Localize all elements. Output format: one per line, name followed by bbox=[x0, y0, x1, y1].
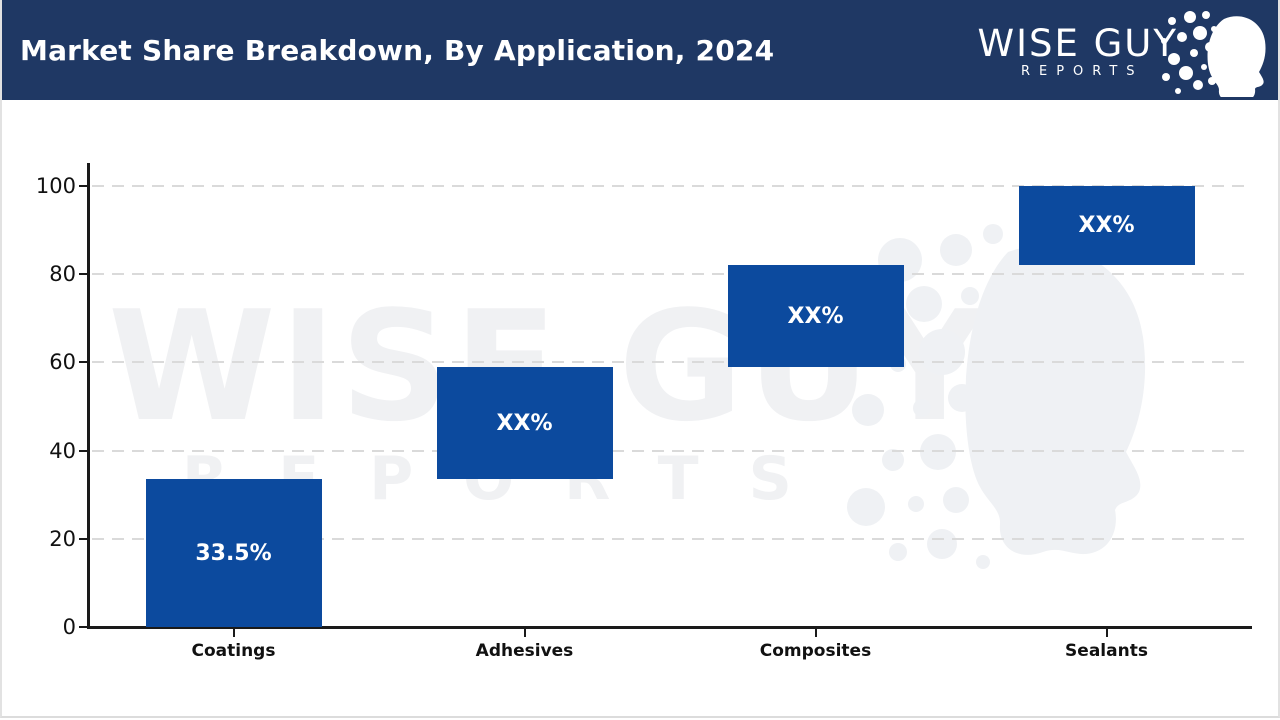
y-tick-label: 60 bbox=[49, 350, 76, 375]
y-tick-mark bbox=[79, 449, 88, 452]
gridline bbox=[92, 449, 1250, 452]
y-tick-mark bbox=[79, 185, 88, 187]
bar-value-label: XX% bbox=[787, 303, 844, 329]
gridline bbox=[92, 361, 1250, 364]
logo-dotted-face-icon bbox=[1161, 11, 1266, 97]
y-tick-label: 0 bbox=[62, 615, 76, 639]
y-tick-label: 80 bbox=[49, 262, 76, 287]
category-label: Sealants bbox=[1065, 641, 1148, 661]
gridline bbox=[92, 537, 1250, 540]
bar-value-label: 33.5% bbox=[195, 540, 272, 566]
y-tick-label: 100 bbox=[35, 174, 76, 198]
page-title: Market Share Breakdown, By Application, … bbox=[20, 33, 775, 67]
x-tick-mark bbox=[1105, 629, 1108, 637]
y-axis-line bbox=[87, 163, 90, 629]
logo-wordmark: WISE GUY bbox=[977, 22, 1178, 66]
gridline bbox=[92, 273, 1250, 276]
y-tick-mark bbox=[79, 361, 88, 364]
logo-text: WISE GUY REPORTS bbox=[977, 22, 1178, 79]
bar-composites: XX% bbox=[727, 265, 904, 367]
header-bar: Market Share Breakdown, By Application, … bbox=[0, 0, 1280, 100]
y-tick-mark bbox=[79, 273, 88, 276]
bar-sealants: XX% bbox=[1018, 186, 1195, 266]
y-tick-label: 20 bbox=[49, 526, 76, 551]
bar-coatings: 33.5% bbox=[145, 479, 322, 627]
x-tick-mark bbox=[814, 629, 817, 637]
x-tick-mark bbox=[232, 629, 235, 637]
wise-guy-reports-logo: WISE GUY REPORTS bbox=[978, 6, 1270, 98]
gridline bbox=[92, 185, 1250, 187]
y-tick-mark bbox=[79, 626, 88, 628]
x-axis-line bbox=[88, 626, 1252, 629]
logo-subtext: REPORTS bbox=[1020, 63, 1144, 79]
bar-value-label: XX% bbox=[1078, 213, 1135, 239]
bar-adhesives: XX% bbox=[436, 366, 613, 480]
category-label: Coatings bbox=[191, 641, 276, 661]
y-tick-label: 40 bbox=[49, 438, 76, 463]
category-label: Composites bbox=[759, 641, 872, 661]
category-label: Adhesives bbox=[475, 641, 574, 661]
bar-value-label: XX% bbox=[496, 410, 553, 436]
y-tick-mark bbox=[79, 537, 88, 540]
x-tick-mark bbox=[523, 629, 526, 637]
